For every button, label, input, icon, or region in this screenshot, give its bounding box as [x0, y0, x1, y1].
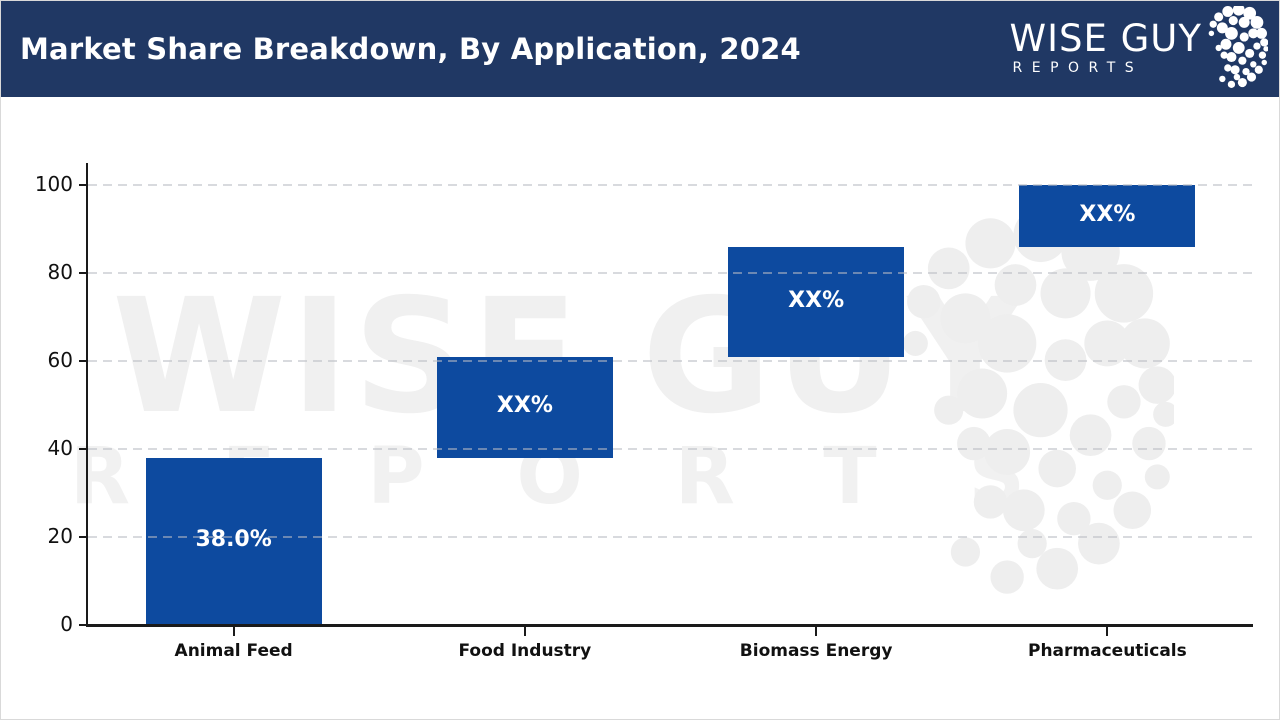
bar-pharmaceuticals [1019, 185, 1196, 247]
y-axis-tick [79, 360, 88, 362]
page-title: Market Share Breakdown, By Application, … [20, 31, 801, 66]
header-bar: Market Share Breakdown, By Application, … [0, 0, 1280, 97]
x-axis-tick [523, 627, 526, 636]
gridline-40 [88, 448, 1253, 450]
y-axis-tick-label: 60 [47, 348, 73, 372]
bar-value-label: XX% [1079, 201, 1136, 227]
gridline-60 [88, 360, 1253, 362]
x-axis-category-label: Food Industry [458, 641, 592, 661]
bar-food-industry [436, 356, 613, 458]
x-axis-tick [1106, 627, 1109, 636]
bar-value-label: XX% [788, 287, 845, 313]
gridline-80 [88, 272, 1253, 274]
brand-logo-text: WISE GUY REPORTS [1009, 16, 1202, 76]
x-axis-tick [232, 627, 235, 636]
y-axis-tick-label: 0 [60, 612, 73, 636]
bar-biomass-energy [728, 246, 905, 357]
x-axis-tick [815, 627, 818, 636]
brand-name: WISE GUY [1009, 16, 1202, 60]
y-axis-tick [79, 536, 88, 538]
x-axis-category-label: Pharmaceuticals [1027, 641, 1187, 661]
y-axis-line [86, 163, 88, 625]
dotted-head-logo-icon [1208, 6, 1268, 88]
x-axis-category-label: Animal Feed [174, 641, 293, 661]
bar-value-label: 38.0% [195, 527, 272, 553]
y-axis-tick [79, 448, 88, 450]
y-axis-tick [79, 624, 88, 626]
y-axis-tick [79, 272, 88, 274]
y-axis-tick-label: 100 [34, 172, 73, 196]
y-axis-tick-label: 40 [47, 436, 73, 460]
x-axis-category-label: Biomass Energy [739, 641, 893, 661]
bar-value-label: XX% [496, 393, 553, 419]
x-axis-line [86, 624, 1253, 627]
gridline-20 [88, 536, 1253, 538]
y-axis-tick-label: 20 [47, 524, 73, 548]
brand-subtitle: REPORTS [1012, 59, 1144, 76]
brand-logo: WISE GUY REPORTS [1010, 6, 1268, 88]
gridline-100 [88, 184, 1253, 186]
y-axis-tick [79, 184, 88, 186]
y-axis-tick-label: 80 [47, 260, 73, 284]
bar-animal-feed [145, 457, 322, 625]
